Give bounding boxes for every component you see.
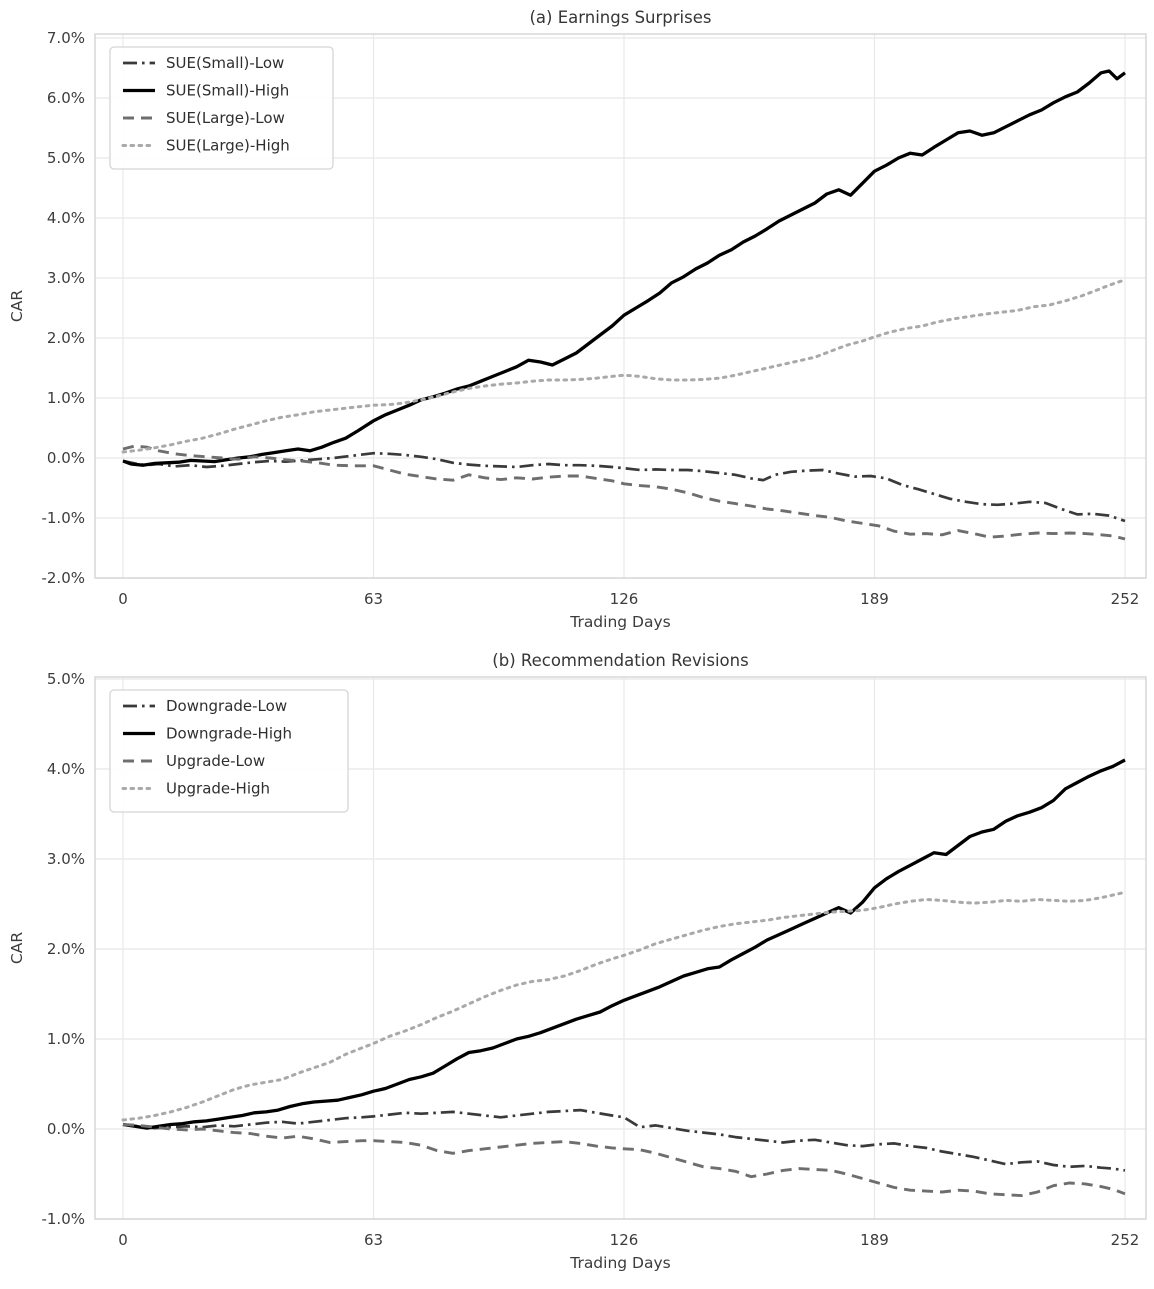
series-line-1 (122, 69, 1126, 467)
y-tick-label: -1.0% (41, 1210, 85, 1228)
y-tick-label: 1.0% (47, 1030, 85, 1048)
x-tick-label: 126 (610, 590, 639, 608)
x-axis-label: Trading Days (569, 1254, 670, 1272)
legend-item-label: Downgrade-High (166, 725, 292, 743)
x-tick-label: 189 (860, 1231, 889, 1249)
x-tick-label: 126 (610, 1231, 639, 1249)
series-line-3 (121, 278, 1127, 454)
y-tick-label: 5.0% (47, 149, 85, 167)
chart-title: (b) Recommendation Revisions (492, 651, 748, 670)
y-tick-label: 3.0% (47, 850, 85, 868)
legend-item-label: SUE(Small)-Low (166, 54, 284, 72)
y-tick-label: 0.0% (47, 449, 85, 467)
y-tick-label: 2.0% (47, 940, 85, 958)
chart-earnings-surprises: 7.0% 6.0% 5.0% 4.0% 3.0% 2.0% 1.0% 0.0% -1.0% -2.… (8, 8, 1147, 631)
legend-box (109, 46, 334, 170)
y-tick-label: 5.0% (47, 670, 85, 688)
y-tick-label: 4.0% (47, 760, 85, 778)
x-tick-label: 252 (1111, 590, 1140, 608)
y-tick-label: 4.0% (47, 209, 85, 227)
legend-item-label: Downgrade-Low (166, 697, 287, 715)
legend-item-label: SUE(Large)-High (166, 137, 290, 155)
y-tick-label: 7.0% (47, 29, 85, 47)
y-tick-label: 3.0% (47, 269, 85, 287)
legend-item-label: Upgrade-High (166, 780, 270, 798)
plot-border (94, 676, 1147, 1220)
series-line-1 (122, 758, 1126, 1130)
series-line-2 (122, 444, 1126, 541)
x-tick-label: 252 (1111, 1231, 1140, 1249)
chart-svg-0: 7.0% 6.0% 5.0% 4.0% 3.0% 2.0% 1.0% 0.0% -1.0% -2.… (8, 8, 1147, 631)
y-tick-label: 1.0% (47, 389, 85, 407)
series-line-3 (121, 890, 1127, 1122)
y-tick-label: -1.0% (41, 509, 85, 527)
y-axis-label: CAR (8, 290, 26, 322)
x-tick-label: 63 (364, 1231, 383, 1249)
y-axis-label: CAR (8, 932, 26, 964)
y-tick-label: 2.0% (47, 329, 85, 347)
chart-recommendation-revisions: 5.0% 4.0% 3.0% 2.0% 1.0% 0.0% -1.0% 0 63 126 189 25… (0, 645, 1154, 1289)
chart-title: (a) Earnings Surprises (530, 8, 712, 27)
legend-item-label: SUE(Large)-Low (166, 109, 285, 127)
y-tick-label: -2.0% (41, 569, 85, 587)
x-axis-label: Trading Days (569, 613, 670, 631)
y-tick-label: 0.0% (47, 1120, 85, 1138)
chart-svg-1: 5.0% 4.0% 3.0% 2.0% 1.0% 0.0% -1.0% 0 63 126 189 25… (0, 645, 1154, 1289)
x-tick-label: 189 (860, 590, 889, 608)
y-tick-label: 6.0% (47, 89, 85, 107)
legend-item-label: SUE(Small)-High (166, 82, 289, 100)
x-tick-label: 0 (118, 1231, 128, 1249)
x-tick-label: 63 (364, 590, 383, 608)
x-tick-label: 0 (118, 590, 128, 608)
series-line-2 (122, 1123, 1126, 1198)
series-line-0 (122, 1108, 1126, 1172)
legend-box (109, 689, 349, 813)
legend-item-label: Upgrade-Low (166, 752, 265, 770)
plot-border (94, 33, 1147, 579)
